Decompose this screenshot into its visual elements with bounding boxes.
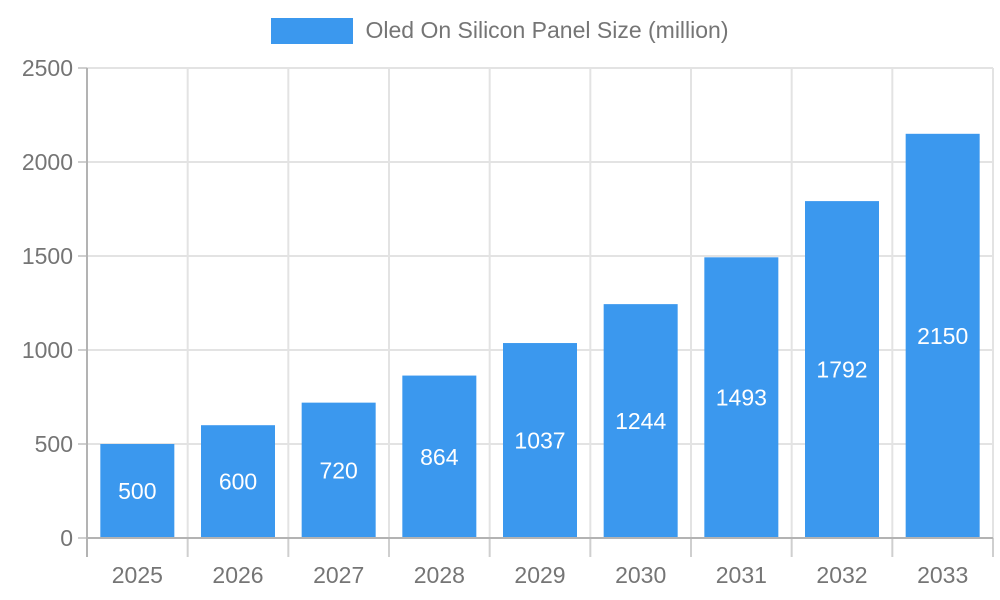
bar-value-label: 864 (420, 444, 459, 470)
bar[interactable] (100, 444, 175, 538)
bar[interactable] (503, 343, 577, 538)
bar-value-label: 1792 (816, 357, 867, 383)
y-axis-tick-label: 1500 (22, 243, 73, 269)
bar[interactable] (301, 402, 376, 538)
bar-value-label: 500 (118, 478, 156, 504)
y-axis-tick-label: 2000 (22, 149, 73, 175)
bar[interactable] (704, 257, 779, 538)
y-axis-tick-label: 0 (60, 525, 73, 551)
bar-value-label: 600 (219, 469, 257, 495)
y-axis-tick-label: 2500 (22, 55, 73, 81)
x-axis-tick-label: 2032 (816, 562, 867, 588)
x-axis-tick-label: 2029 (514, 562, 565, 588)
bar-value-label: 720 (319, 457, 357, 483)
y-axis-tick-label: 1000 (22, 337, 73, 363)
bar[interactable] (402, 375, 477, 538)
x-axis-tick-label: 2026 (212, 562, 263, 588)
bar-value-label: 1493 (716, 385, 767, 411)
bar[interactable] (905, 133, 980, 539)
y-axis-tick-label: 500 (35, 431, 73, 457)
bar[interactable] (201, 425, 275, 538)
bar-value-label: 2150 (917, 323, 968, 349)
x-axis-tick-label: 2028 (414, 562, 465, 588)
bar-value-label: 1244 (615, 408, 666, 434)
x-axis-tick-label: 2027 (313, 562, 364, 588)
x-axis-tick-label: 2031 (716, 562, 767, 588)
x-axis-tick-label: 2030 (615, 562, 666, 588)
bar[interactable] (805, 201, 879, 538)
bar-value-label: 1037 (514, 428, 565, 454)
bar[interactable] (603, 304, 678, 538)
x-axis-tick-label: 2025 (112, 562, 163, 588)
x-axis-tick-label: 2033 (917, 562, 968, 588)
